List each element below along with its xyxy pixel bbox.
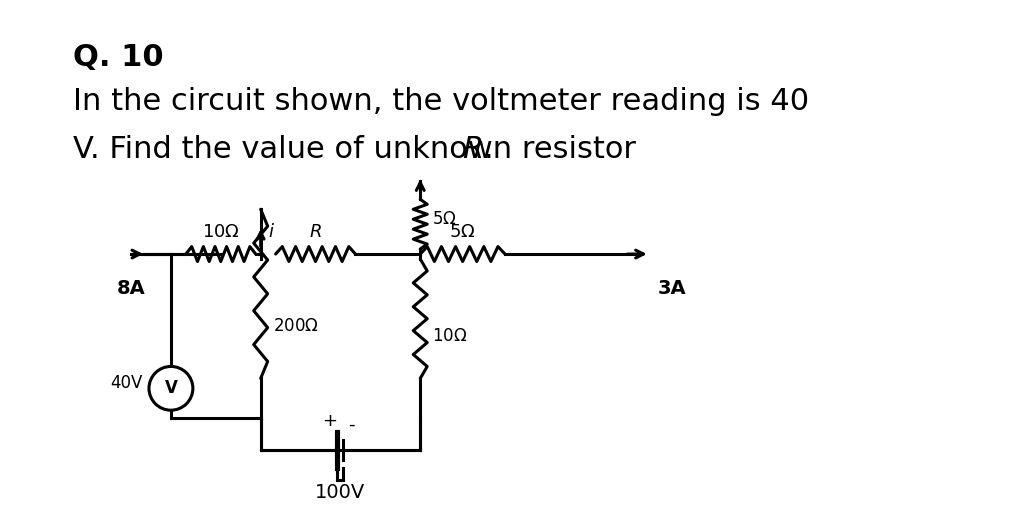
Text: 5$\Omega$: 5$\Omega$ [450, 223, 476, 241]
Text: 100V: 100V [315, 483, 366, 502]
Text: +: + [322, 412, 337, 430]
Text: V: V [165, 379, 177, 397]
Text: 200$\Omega$: 200$\Omega$ [272, 317, 318, 335]
Text: 10$\Omega$: 10$\Omega$ [202, 223, 240, 241]
Text: 40V: 40V [111, 374, 143, 392]
Text: -: - [348, 416, 354, 434]
Text: 8A: 8A [117, 279, 145, 298]
Text: In the circuit shown, the voltmeter reading is 40: In the circuit shown, the voltmeter read… [73, 87, 809, 116]
Text: Q. 10: Q. 10 [73, 43, 164, 72]
Text: V. Find the value of unknown resistor: V. Find the value of unknown resistor [73, 135, 646, 163]
Text: R: R [309, 223, 322, 241]
Text: i: i [268, 223, 273, 241]
Text: 3A: 3A [657, 279, 686, 298]
Text: 5$\Omega$: 5$\Omega$ [432, 210, 457, 228]
Text: 10$\Omega$: 10$\Omega$ [432, 327, 468, 345]
Text: $R$.: $R$. [462, 135, 492, 163]
